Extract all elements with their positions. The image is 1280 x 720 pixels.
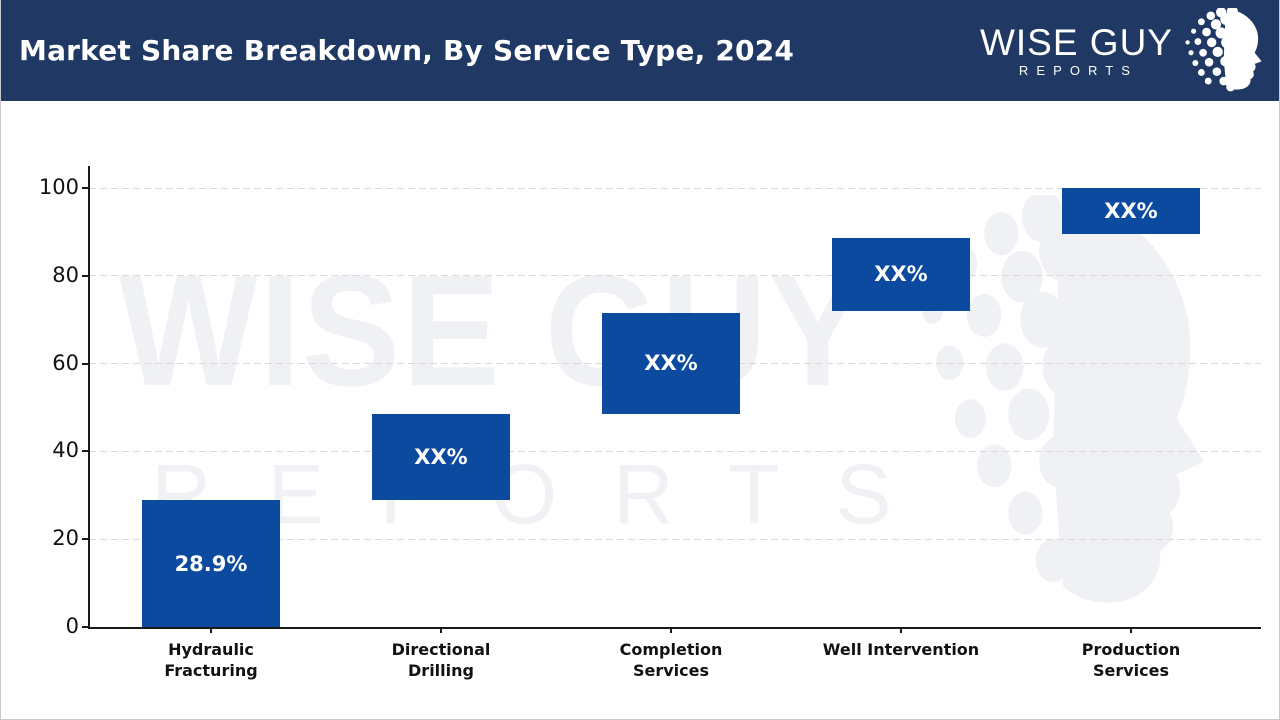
gridline-y80 <box>89 275 1261 277</box>
xtick-mark-completion-services <box>670 627 672 633</box>
logo-wordmark: WISE GUY REPORTS <box>980 24 1173 77</box>
bar-completion-services: XX% <box>602 312 740 414</box>
xtick-mark-production-services <box>1130 627 1132 633</box>
bar-directional-drilling: XX% <box>372 413 510 501</box>
category-label-line: Hydraulic <box>168 640 254 659</box>
bar-value-label-directional-drilling: XX% <box>414 444 468 469</box>
xtick-mark-well-intervention <box>900 627 902 633</box>
category-label-well-intervention: Well Intervention <box>786 639 1016 660</box>
category-label-line: Services <box>632 661 710 680</box>
gridline-y40 <box>89 450 1261 452</box>
xtick-mark-directional-drilling <box>440 627 442 633</box>
bar-hydraulic-fracturing: 28.9% <box>142 500 280 627</box>
bar-value-label-completion-services: XX% <box>644 351 698 376</box>
category-label-production-services: Production Services <box>1016 639 1246 681</box>
ytick-mark-100 <box>82 187 89 189</box>
bar-value-label-hydraulic-fracturing: 28.9% <box>174 551 248 576</box>
category-label-completion-services: Completion Services <box>556 639 786 681</box>
ytick-mark-20 <box>82 538 89 541</box>
wiseguy-logo: WISE GUY REPORTS <box>980 7 1265 94</box>
bar-well-intervention: XX% <box>832 237 970 312</box>
page-title: Market Share Breakdown, By Service Type,… <box>19 34 795 67</box>
x-axis-line <box>88 627 1261 629</box>
bar-value-label-well-intervention: XX% <box>874 262 928 287</box>
gridline-y20 <box>89 538 1261 540</box>
ytick-mark-40 <box>82 450 89 453</box>
ytick-label-60: 60 <box>52 350 79 375</box>
ytick-mark-0 <box>82 626 89 628</box>
ytick-label-80: 80 <box>52 262 79 287</box>
ytick-label-20: 20 <box>52 526 79 551</box>
ytick-mark-80 <box>82 274 89 277</box>
logo-wordmark-main: WISE GUY <box>979 22 1173 63</box>
category-label-line: Drilling <box>408 661 474 680</box>
ytick-label-40: 40 <box>52 438 79 463</box>
category-label-line: Well Intervention <box>822 640 980 659</box>
category-label-line: Completion <box>619 640 723 659</box>
category-label-line: Production <box>1081 640 1181 659</box>
xtick-mark-hydraulic-fracturing <box>210 627 212 633</box>
bar-value-label-production-services: XX% <box>1104 199 1158 224</box>
waterfall-chart: 28.9% XX% XX% XX% XX% 0 20 40 60 80 100 Hydraulic F… <box>1 101 1279 719</box>
logo-wordmark-sub: REPORTS <box>1018 63 1138 78</box>
category-label-line: Fracturing <box>164 661 258 680</box>
ytick-label-0: 0 <box>65 614 79 638</box>
y-axis-line <box>88 166 90 629</box>
ytick-label-100: 100 <box>38 175 79 199</box>
category-label-line: Services <box>1092 661 1170 680</box>
bar-production-services: XX% <box>1062 188 1200 235</box>
ytick-mark-60 <box>82 362 89 365</box>
category-label-hydraulic-fracturing: Hydraulic Fracturing <box>96 639 326 681</box>
category-label-directional-drilling: Directional Drilling <box>326 639 556 681</box>
category-label-line: Directional <box>391 640 491 659</box>
gridline-y100 <box>89 187 1261 189</box>
logo-head-icon <box>1185 7 1262 91</box>
header: Market Share Breakdown, By Service Type,… <box>1 0 1279 101</box>
